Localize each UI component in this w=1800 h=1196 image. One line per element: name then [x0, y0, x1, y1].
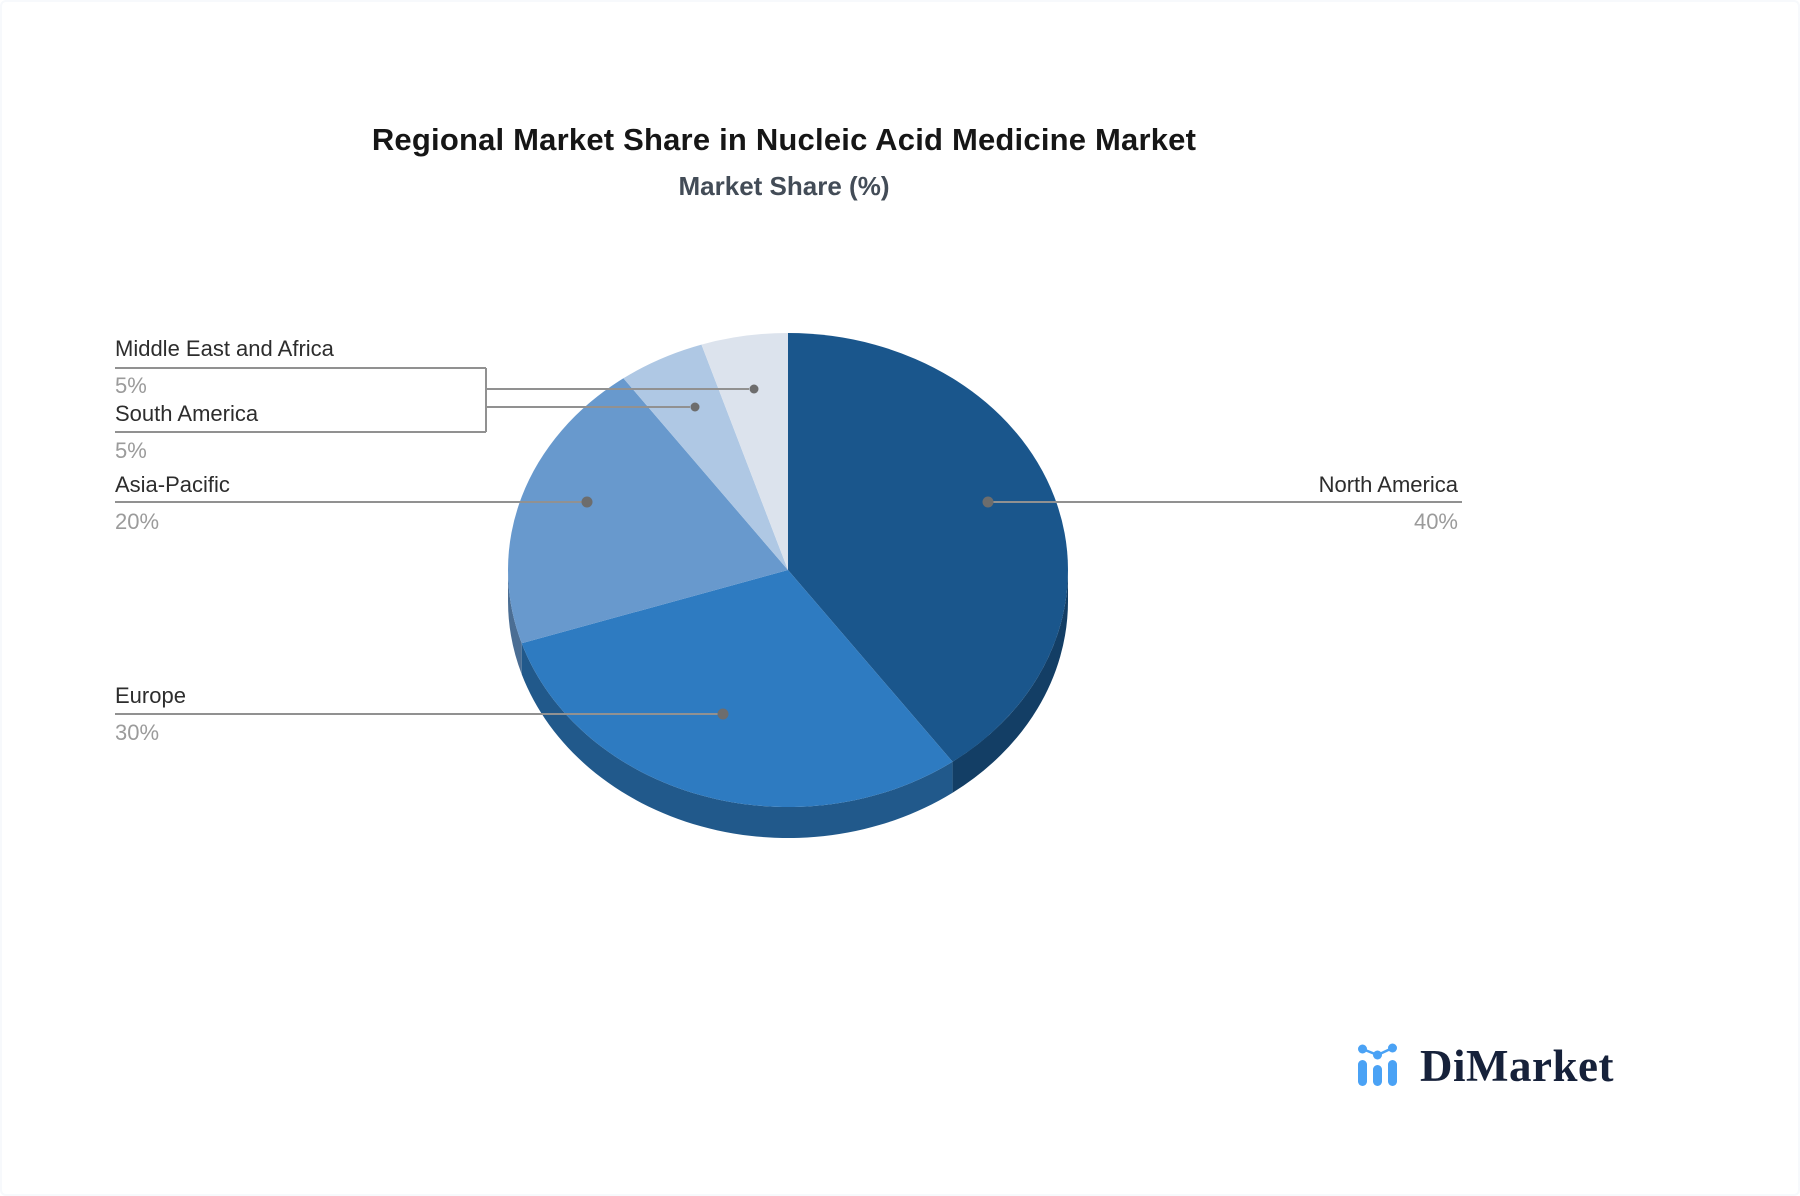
callout-lines-group — [115, 367, 1462, 720]
slice-value-asia-pacific: 20% — [115, 509, 160, 534]
chart-title: Regional Market Share in Nucleic Acid Me… — [371, 122, 1197, 157]
slice-value-europe: 30% — [115, 720, 160, 745]
pie-slice-side-asia-pacific — [508, 570, 522, 675]
pie-slice-side-europe — [521, 643, 953, 839]
logo-text: DiMarket — [1420, 1041, 1614, 1091]
slice-label-middle-east-and-africa: Middle East and Africa — [115, 336, 334, 361]
pie-slice-south-america[interactable] — [623, 344, 788, 570]
pie-slices-group — [507, 333, 1068, 839]
slice-value-middle-east-and-africa: 5% — [115, 373, 147, 398]
slice-label-south-america: South America — [115, 401, 259, 426]
pie-slice-north-america[interactable] — [788, 333, 1068, 762]
slice-label-north-america: North America — [1318, 472, 1458, 497]
chart-subtitle: Market Share (%) — [678, 171, 890, 201]
pie-slice-middle-east-and-africa[interactable] — [701, 333, 788, 570]
pie-slice-side-north-america — [952, 570, 1068, 793]
slice-label-europe: Europe — [115, 683, 186, 708]
callout-dot-north-america — [982, 496, 994, 508]
callout-dot-south-america — [690, 402, 700, 412]
callout-dot-asia-pacific — [581, 496, 593, 508]
pie-slice-asia-pacific[interactable] — [507, 378, 788, 644]
slice-label-asia-pacific: Asia-Pacific — [115, 472, 230, 497]
slice-value-south-america: 5% — [115, 438, 147, 463]
slice-value-north-america: 40% — [1413, 509, 1458, 534]
bar-chart-icon — [1358, 1043, 1397, 1086]
pie-slice-europe[interactable] — [521, 570, 953, 807]
dimarket-logo: DiMarket — [1358, 1038, 1614, 1094]
callout-dot-middle-east-and-africa — [749, 384, 759, 394]
callout-dot-europe — [717, 708, 729, 720]
